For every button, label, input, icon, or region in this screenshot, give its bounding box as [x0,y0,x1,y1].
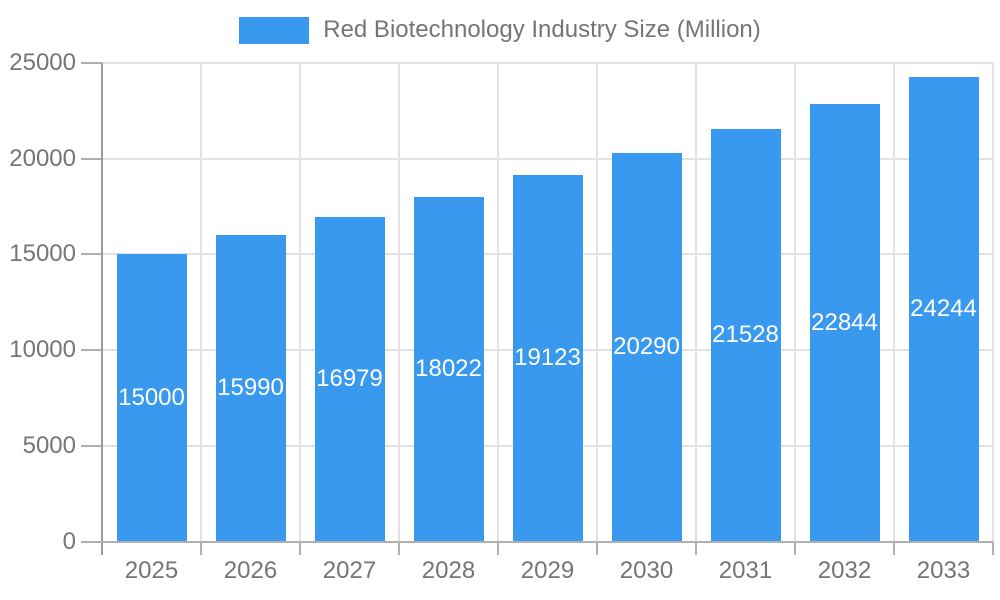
legend[interactable]: Red Biotechnology Industry Size (Million… [0,16,1000,44]
x-tick-mark [695,541,697,555]
x-tick-label: 2025 [124,557,179,584]
y-tick-mark [81,157,102,160]
x-gridline [299,63,301,542]
x-tick-label: 2029 [520,557,575,584]
y-tick-mark [81,253,102,256]
legend-label: Red Biotechnology Industry Size (Million… [323,16,761,43]
bar[interactable] [512,175,583,542]
bar-value-label: 16979 [316,365,383,392]
bar[interactable] [413,196,484,542]
x-tick-mark [893,541,895,555]
x-gridline [893,63,895,542]
bar[interactable] [116,254,187,542]
x-tick-label: 2031 [718,557,773,584]
y-gridline [102,157,993,160]
x-gridline [398,63,400,542]
bar-value-label: 18022 [415,355,482,383]
y-tick-label: 20000 [9,144,76,172]
x-tick-mark [299,541,301,555]
x-tick-mark [596,541,598,555]
x-tick-label: 2030 [619,557,674,584]
bar[interactable] [710,129,781,542]
bar-value-label: 20290 [613,333,680,361]
x-tick-mark [200,541,202,555]
y-gridline [102,62,993,64]
x-gridline [695,63,697,542]
x-gridline [794,63,796,542]
bar-value-label: 15990 [217,374,284,402]
y-tick-mark [81,444,102,447]
y-tick-label: 5000 [22,431,76,459]
legend-swatch[interactable] [239,16,310,44]
bar-value-label: 21528 [712,321,779,349]
y-tick-label: 0 [62,527,76,555]
bar-value-label: 24244 [910,295,977,323]
x-tick-mark [992,541,994,555]
x-tick-label: 2027 [322,557,377,584]
x-tick-label: 2026 [223,557,278,584]
x-tick-label: 2032 [817,557,872,584]
y-axis-line [100,63,103,555]
y-tick-label: 25000 [9,49,76,76]
y-tick-mark [81,349,102,352]
bar[interactable] [215,235,286,542]
x-gridline [596,63,598,542]
y-tick-label: 15000 [9,240,76,268]
bar[interactable] [908,77,979,542]
bar-value-label: 22844 [811,308,878,336]
x-tick-label: 2028 [421,557,476,584]
x-gridline [497,63,499,542]
x-tick-mark [497,541,499,555]
y-tick-label: 10000 [9,336,76,364]
x-tick-mark [398,541,400,555]
x-axis-line [81,541,993,543]
x-tick-mark [794,541,796,555]
bar[interactable] [611,153,682,542]
y-tick-mark [81,62,102,64]
x-tick-label: 2033 [916,557,971,584]
bar[interactable] [809,104,880,542]
bar[interactable] [314,216,385,542]
bar-value-label: 15000 [118,383,185,411]
x-gridline [992,63,994,542]
x-gridline [200,63,202,542]
bar-value-label: 19123 [514,344,581,372]
